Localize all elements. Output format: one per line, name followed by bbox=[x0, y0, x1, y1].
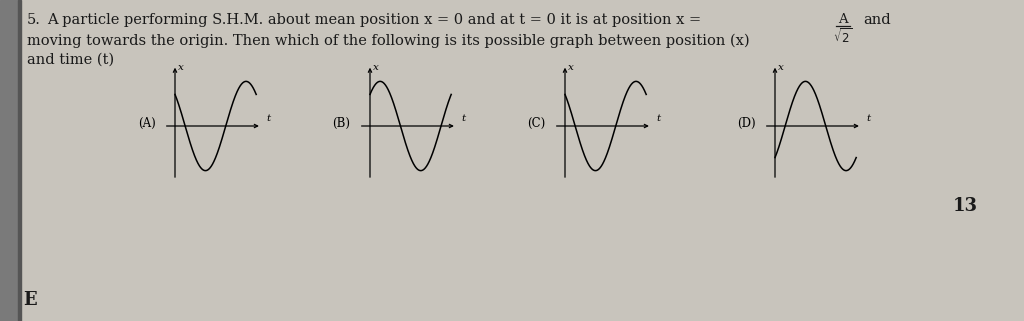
Text: x: x bbox=[178, 63, 184, 72]
Text: $\sqrt{2}$: $\sqrt{2}$ bbox=[834, 27, 853, 46]
Text: x: x bbox=[778, 63, 784, 72]
Text: x: x bbox=[373, 63, 379, 72]
Text: x: x bbox=[568, 63, 573, 72]
Bar bbox=[0, 0, 18, 321]
Text: and: and bbox=[863, 13, 891, 27]
Text: (B): (B) bbox=[333, 117, 350, 129]
Text: t: t bbox=[656, 114, 660, 123]
Text: and time (t): and time (t) bbox=[27, 53, 114, 67]
Bar bbox=[18, 0, 22, 321]
Text: (D): (D) bbox=[737, 117, 756, 129]
Text: moving towards the origin. Then which of the following is its possible graph bet: moving towards the origin. Then which of… bbox=[27, 34, 750, 48]
Text: t: t bbox=[461, 114, 465, 123]
Text: 13: 13 bbox=[953, 197, 978, 215]
Text: A: A bbox=[839, 13, 848, 26]
Text: E: E bbox=[23, 291, 37, 309]
Text: t: t bbox=[866, 114, 870, 123]
Text: A particle performing S.H.M. about mean position x = 0 and at t = 0 it is at pos: A particle performing S.H.M. about mean … bbox=[47, 13, 701, 27]
Text: (A): (A) bbox=[137, 117, 156, 129]
Text: 5.: 5. bbox=[27, 13, 41, 27]
Text: (C): (C) bbox=[527, 117, 546, 129]
Text: t: t bbox=[266, 114, 270, 123]
